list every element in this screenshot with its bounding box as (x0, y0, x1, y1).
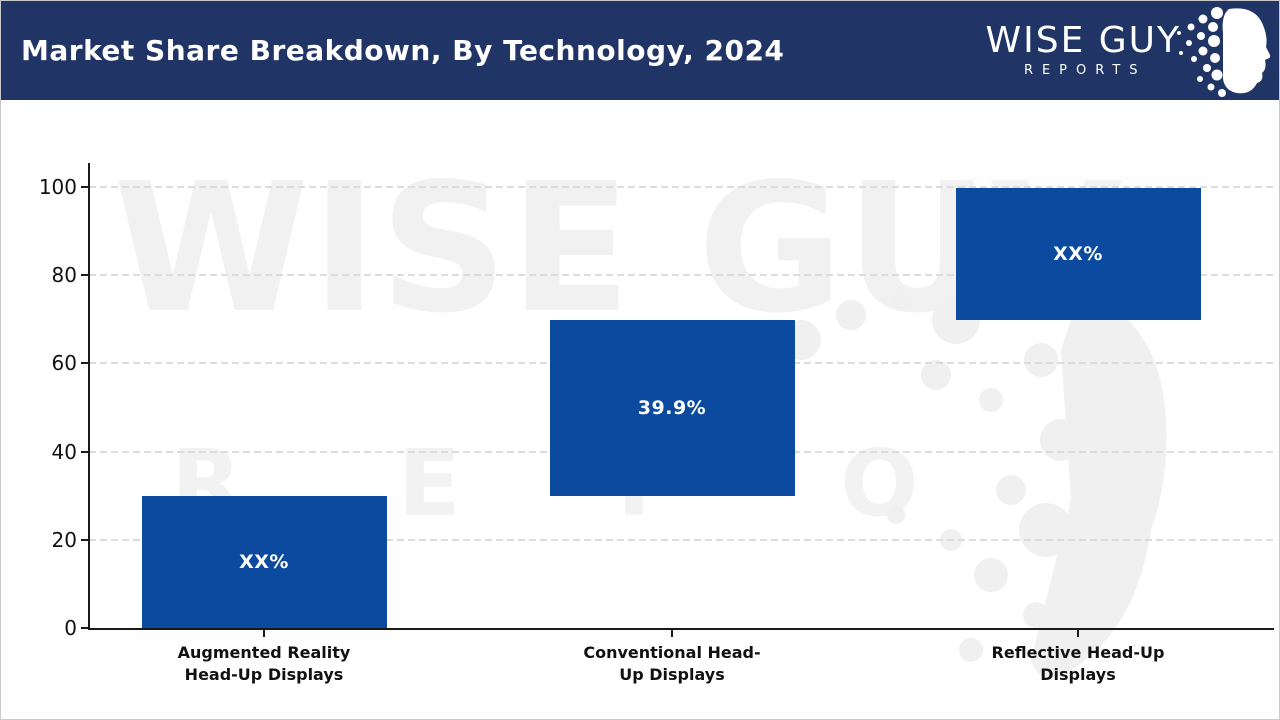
bar-value-label: XX% (1053, 242, 1103, 265)
wise-guy-reports-logo: WISE GUY REPORTS (986, 1, 1272, 100)
y-tick-label: 0 (64, 616, 77, 640)
bar-value-label: 39.9% (637, 396, 707, 419)
x-tick-mark (263, 630, 265, 637)
gridline (89, 274, 1274, 277)
x-tick-mark (671, 630, 673, 637)
y-tick-label: 20 (51, 527, 77, 552)
watermark-layer: WISE GUY R E P O R T S (1, 100, 1279, 719)
y-tick-mark (81, 274, 88, 277)
bar-segment: XX% (141, 495, 387, 628)
bar-value-label: XX% (239, 550, 289, 573)
gridline (89, 538, 1274, 541)
y-tick-label: 100 (38, 175, 77, 199)
bar-segment: 39.9% (549, 319, 795, 496)
header-bar: Market Share Breakdown, By Technology, 2… (1, 1, 1279, 100)
y-tick-mark (81, 450, 88, 453)
page-title: Market Share Breakdown, By Technology, 2… (21, 34, 785, 67)
bar-segment: XX% (955, 187, 1201, 320)
y-tick-mark (81, 186, 88, 188)
y-tick-label: 80 (51, 263, 77, 288)
logo-subtitle: REPORTS (1023, 63, 1147, 78)
logo-text: WISE GUY REPORTS (985, 20, 1182, 79)
watermark-head-icon (781, 289, 1167, 678)
plot-area: 0 20 40 60 80 100 XX% Augmented Reality Head-Up … (1, 100, 1279, 719)
gridline (89, 186, 1274, 188)
category-label: Conventional Head- Up Displays (583, 643, 761, 684)
category-label: Augmented Reality Head-Up Displays (177, 643, 351, 684)
category-label: Reflective Head-Up Displays (991, 643, 1165, 684)
y-tick-mark (81, 362, 88, 365)
y-tick-mark (81, 627, 88, 629)
dotted-head-icon (1177, 6, 1271, 97)
y-tick-mark (81, 538, 88, 541)
x-tick-mark (1077, 630, 1079, 637)
y-tick-label: 40 (51, 439, 77, 464)
logo-wordmark: WISE GUY (985, 20, 1181, 61)
x-axis-line (88, 628, 1274, 630)
y-tick-label: 60 (51, 351, 77, 376)
y-axis-line (88, 163, 90, 630)
